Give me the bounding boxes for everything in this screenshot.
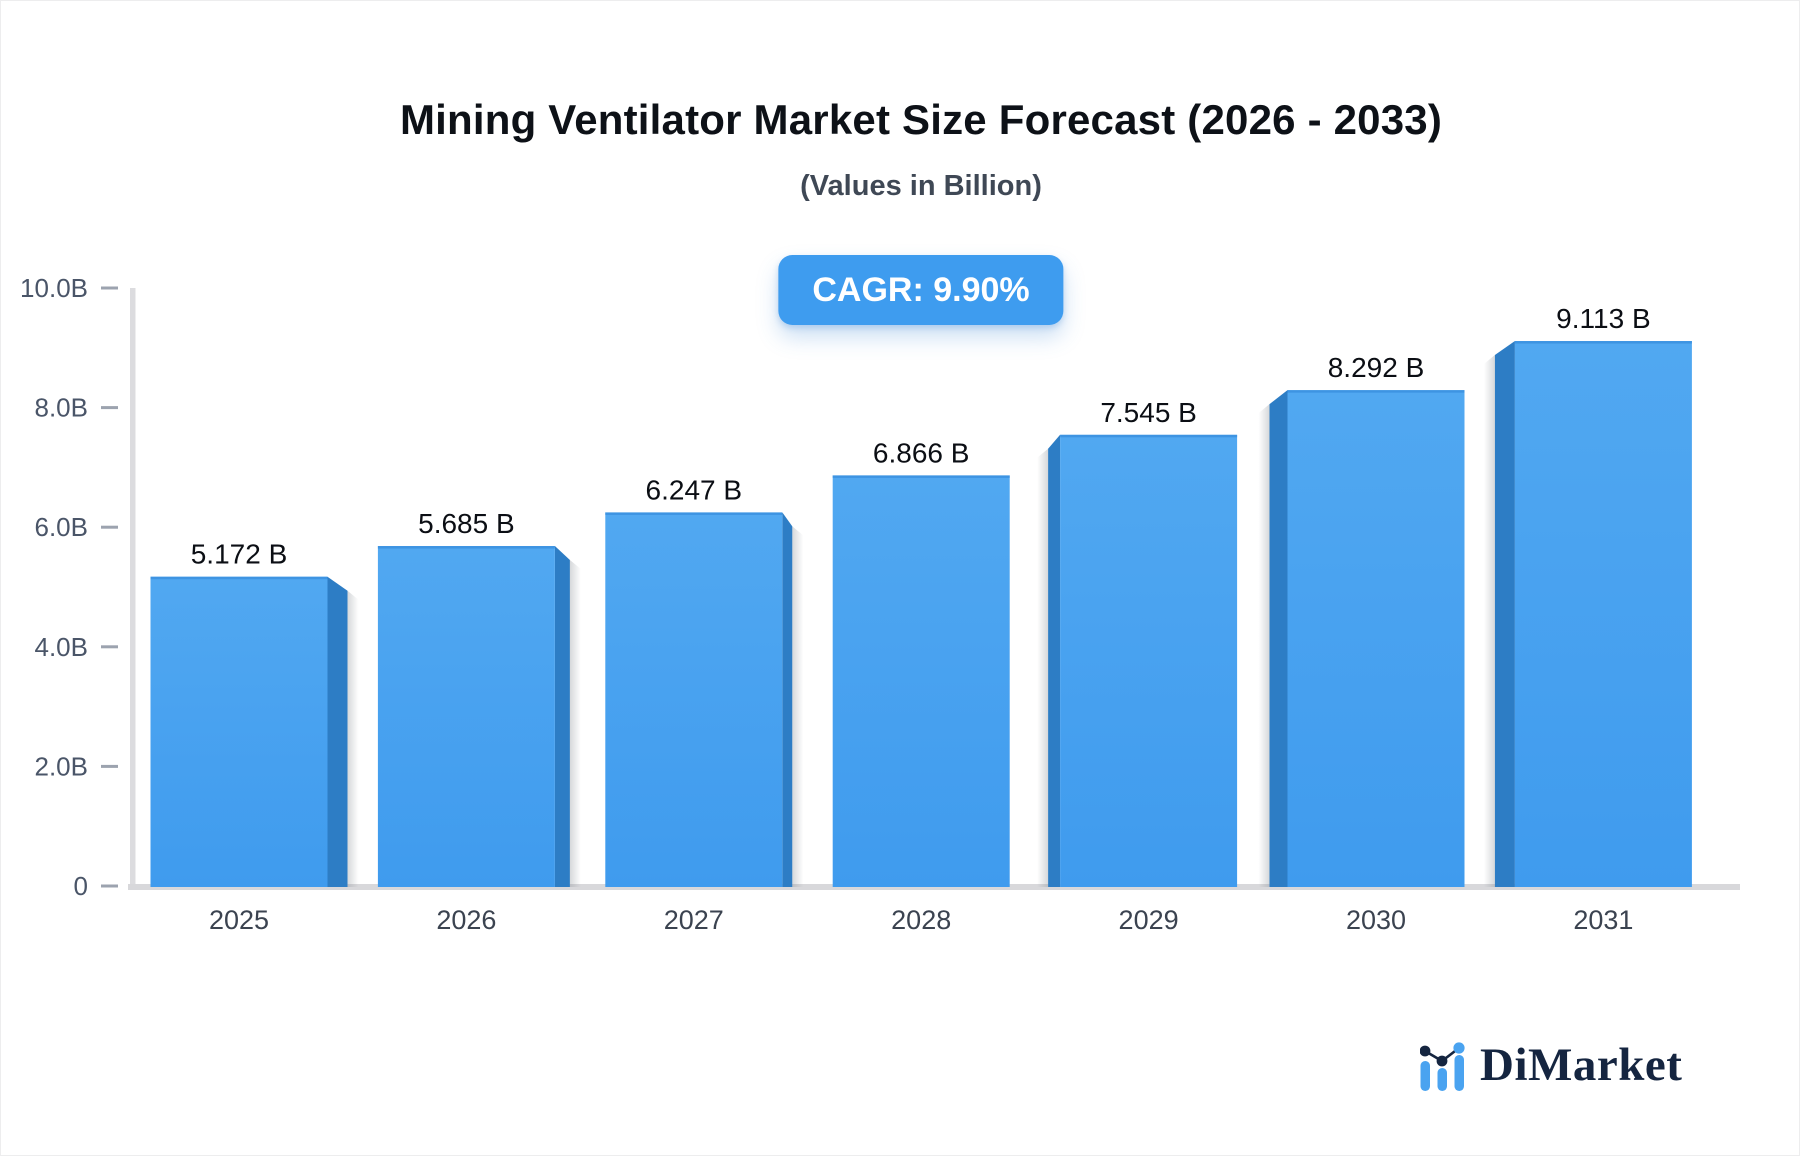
x-axis-label: 2031 [1573, 905, 1633, 935]
bar-top-edge [377, 546, 555, 549]
bar-value-label: 8.292 B [1328, 352, 1425, 383]
y-axis-tick-label: 10.0B [20, 273, 88, 303]
x-axis-label: 2026 [436, 905, 496, 935]
mini-bar-line-chart-icon [1420, 1042, 1465, 1091]
bar-side-face [554, 546, 570, 887]
x-axis-label: 2028 [891, 905, 951, 935]
bar-top-edge [605, 512, 783, 515]
brand-name: DiMarket [1480, 1039, 1683, 1091]
y-axis-tick-dash [101, 884, 118, 888]
bar-top-edge [150, 576, 328, 580]
bar-2027 [605, 512, 783, 887]
bar-2028 [832, 475, 1010, 887]
bar-value-label: 9.113 B [1556, 303, 1650, 334]
chart-title: Mining Ventilator Market Size Forecast (… [399, 96, 1443, 143]
x-axis-label: 2030 [1346, 905, 1406, 935]
bar-top-edge [1060, 434, 1238, 438]
bar-2031 [1514, 341, 1692, 887]
y-axis-tick-label: 6.0B [35, 512, 89, 542]
y-axis-tick-label: 4.0B [35, 632, 89, 662]
bar-top-edge [832, 475, 1010, 478]
bar-side-face [1269, 390, 1288, 887]
cagr-badge: CAGR: 9.90% [778, 255, 1064, 325]
bar-shadow [347, 590, 359, 887]
y-axis-tick-label: 0 [74, 871, 88, 901]
bar-value-label: 5.172 B [191, 539, 288, 570]
brand-logo: DiMarket [1420, 1038, 1682, 1092]
bar-shadow [1258, 404, 1270, 887]
bar-shadow [792, 526, 804, 887]
bar-value-label: 6.866 B [873, 437, 970, 468]
bar-side-face [1048, 434, 1061, 887]
x-axis-label: 2027 [664, 905, 724, 935]
bar-side-face [1494, 341, 1515, 887]
y-axis-tick-dash [101, 525, 118, 529]
bar-side-face [327, 576, 348, 887]
bar-2026 [377, 546, 555, 887]
y-axis-tick-label: 2.0B [35, 751, 89, 781]
bar-value-label: 6.247 B [646, 474, 743, 505]
y-axis-line [130, 288, 136, 889]
x-axis-label: 2029 [1119, 905, 1179, 935]
bar-top-edge [1514, 341, 1692, 344]
chart-subtitle: (Values in Billion) [800, 170, 1042, 202]
y-axis-tick-dash [101, 645, 118, 649]
y-axis-tick-dash [101, 406, 118, 410]
bar-2029 [1060, 434, 1238, 887]
bar-side-face [782, 512, 793, 887]
bar-value-label: 7.545 B [1100, 397, 1197, 428]
y-axis-tick-label: 8.0B [35, 393, 89, 423]
bar-value-label: 5.685 B [418, 508, 515, 539]
x-axis-label: 2025 [209, 905, 269, 935]
bar-top-edge [1287, 390, 1465, 393]
bar-2025 [150, 576, 328, 887]
bar-shadow [1037, 448, 1049, 887]
bar-shadow [569, 560, 581, 887]
y-axis-tick-dash [101, 764, 118, 768]
y-axis-tick-dash [101, 286, 118, 290]
bar-shadow [1483, 355, 1495, 887]
bar-2030 [1287, 390, 1465, 887]
